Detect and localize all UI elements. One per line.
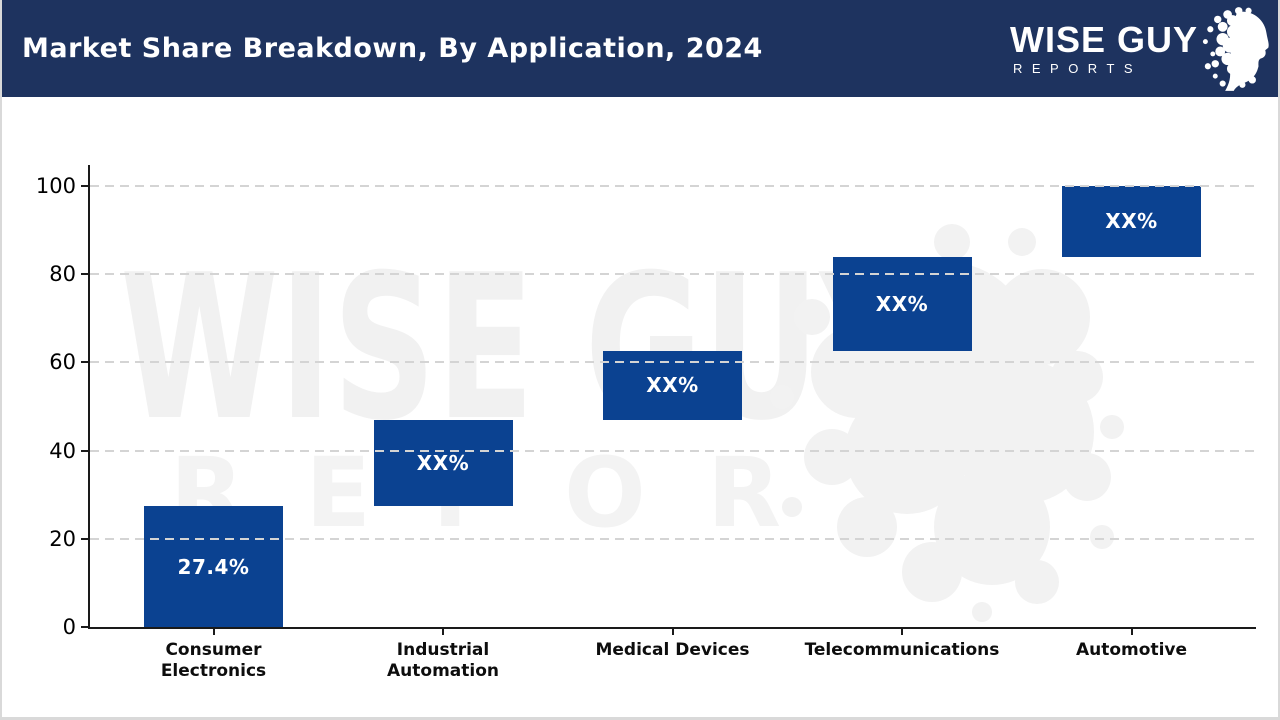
plot-canvas: 0 20 40 60 80 100 27.4% Consumer Electronics XX%… (2, 97, 1278, 717)
category-label: Telecommunications (804, 640, 1000, 660)
x-tick-mark (212, 627, 215, 635)
y-tick-label: 40 (49, 438, 76, 463)
bar: 27.4% (144, 506, 283, 627)
grid-line (90, 185, 1256, 187)
bar-value-label: XX% (1105, 209, 1158, 234)
grid-line (90, 361, 1256, 364)
brand-subtitle: REPORTS (1012, 60, 1143, 76)
grid-line (90, 273, 1256, 276)
brand-name: WISE GUY (1009, 18, 1198, 60)
brand-wordmark: WISE GUY REPORTS (1009, 18, 1198, 76)
y-tick-mark (81, 361, 90, 364)
y-tick-mark (81, 537, 90, 540)
watermark-wordmark: WISE GUY (120, 232, 925, 465)
grid-line (90, 449, 1256, 452)
category-label: Industrial Automation (387, 640, 499, 682)
chart-area: WISE GUY R E P O R T S 0 20 40 60 80 100 27.4%… (2, 97, 1278, 717)
header-bar: Market Share Breakdown, By Application, … (2, 0, 1278, 97)
y-tick-label: 60 (49, 350, 76, 375)
y-tick-label: 0 (62, 615, 76, 639)
bar-value-label: 27.4% (177, 554, 250, 579)
x-axis (88, 627, 1256, 629)
category-label: Consumer Electronics (160, 640, 267, 682)
category-label: Automotive (1075, 640, 1188, 660)
y-tick-mark (81, 449, 90, 452)
bar-value-label: XX% (875, 291, 929, 316)
x-tick-mark (1130, 627, 1133, 635)
y-axis (88, 165, 90, 629)
grid-line (90, 537, 1256, 540)
y-tick-label: 20 (49, 526, 76, 551)
x-tick-mark (671, 627, 674, 635)
y-tick-label: 80 (49, 262, 76, 287)
bar: XX% (1062, 186, 1201, 257)
head-silhouette-icon (1202, 6, 1269, 91)
bar-value-label: XX% (416, 450, 470, 475)
chart-title: Market Share Breakdown, By Application, … (22, 33, 763, 64)
y-tick-label: 100 (35, 174, 76, 198)
bar-value-label: XX% (646, 373, 699, 398)
y-tick-mark (81, 626, 90, 628)
x-tick-mark (901, 627, 903, 635)
x-tick-mark (442, 627, 444, 635)
y-tick-mark (81, 273, 90, 276)
category-label: Medical Devices (595, 640, 750, 660)
bar: XX% (373, 419, 513, 507)
bar: XX% (832, 256, 972, 351)
brand-logo: WISE GUY REPORTS (1010, 0, 1272, 97)
y-tick-mark (81, 185, 90, 187)
